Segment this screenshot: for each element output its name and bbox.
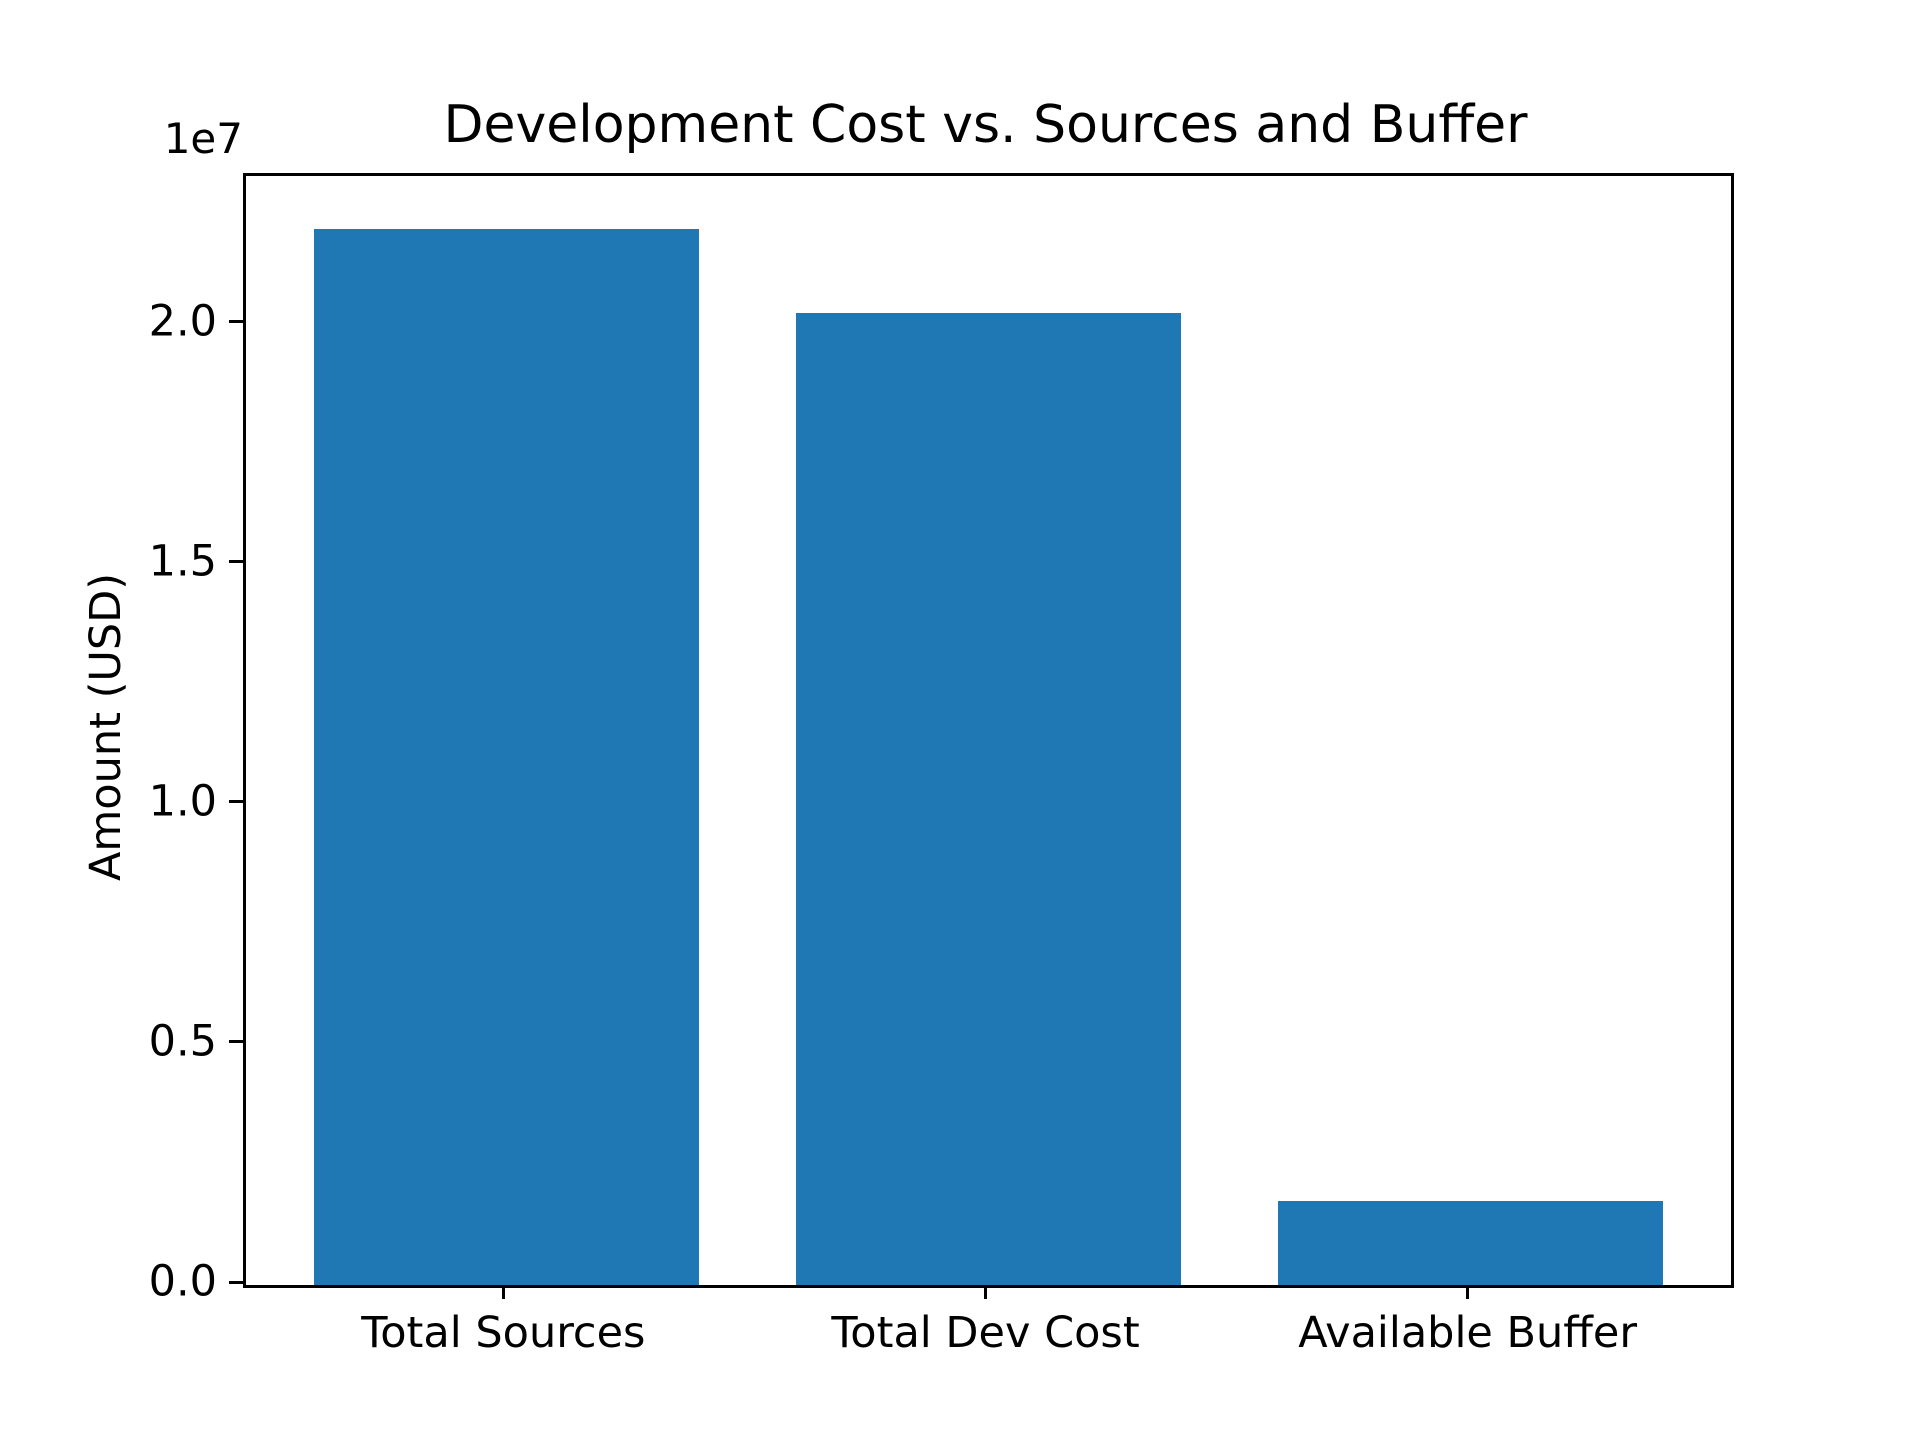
x-tick-label-total-sources: Total Sources (361, 1308, 646, 1358)
x-tick-mark (1466, 1285, 1470, 1299)
plot-area (243, 173, 1734, 1288)
y-tick-mark (229, 320, 243, 324)
y-tick-label: 1.5 (148, 536, 217, 587)
y-axis-label: Amount (USD) (81, 572, 131, 882)
y-tick-mark (229, 1040, 243, 1044)
bar-available-buffer (1277, 1201, 1664, 1285)
x-tick-mark (984, 1285, 987, 1299)
y-tick-label: 2.0 (148, 296, 217, 347)
y-tick-mark (229, 800, 243, 804)
bar-total-dev-cost (795, 312, 1182, 1285)
x-tick-mark (501, 1285, 505, 1299)
y-tick-label: 0.0 (148, 1256, 217, 1307)
y-tick-mark (229, 560, 243, 564)
y-tick-label: 0.5 (148, 1016, 217, 1067)
y-tick-label: 1.0 (148, 776, 217, 827)
x-tick-label-available-buffer: Available Buffer (1298, 1308, 1638, 1358)
y-tick-mark (229, 1280, 243, 1284)
x-tick-label-total-dev-cost: Total Dev Cost (831, 1308, 1140, 1358)
y-axis-offset-label: 1e7 (163, 114, 243, 163)
bar-total-sources (313, 228, 700, 1285)
chart-title: Development Cost vs. Sources and Buffer (443, 95, 1528, 155)
